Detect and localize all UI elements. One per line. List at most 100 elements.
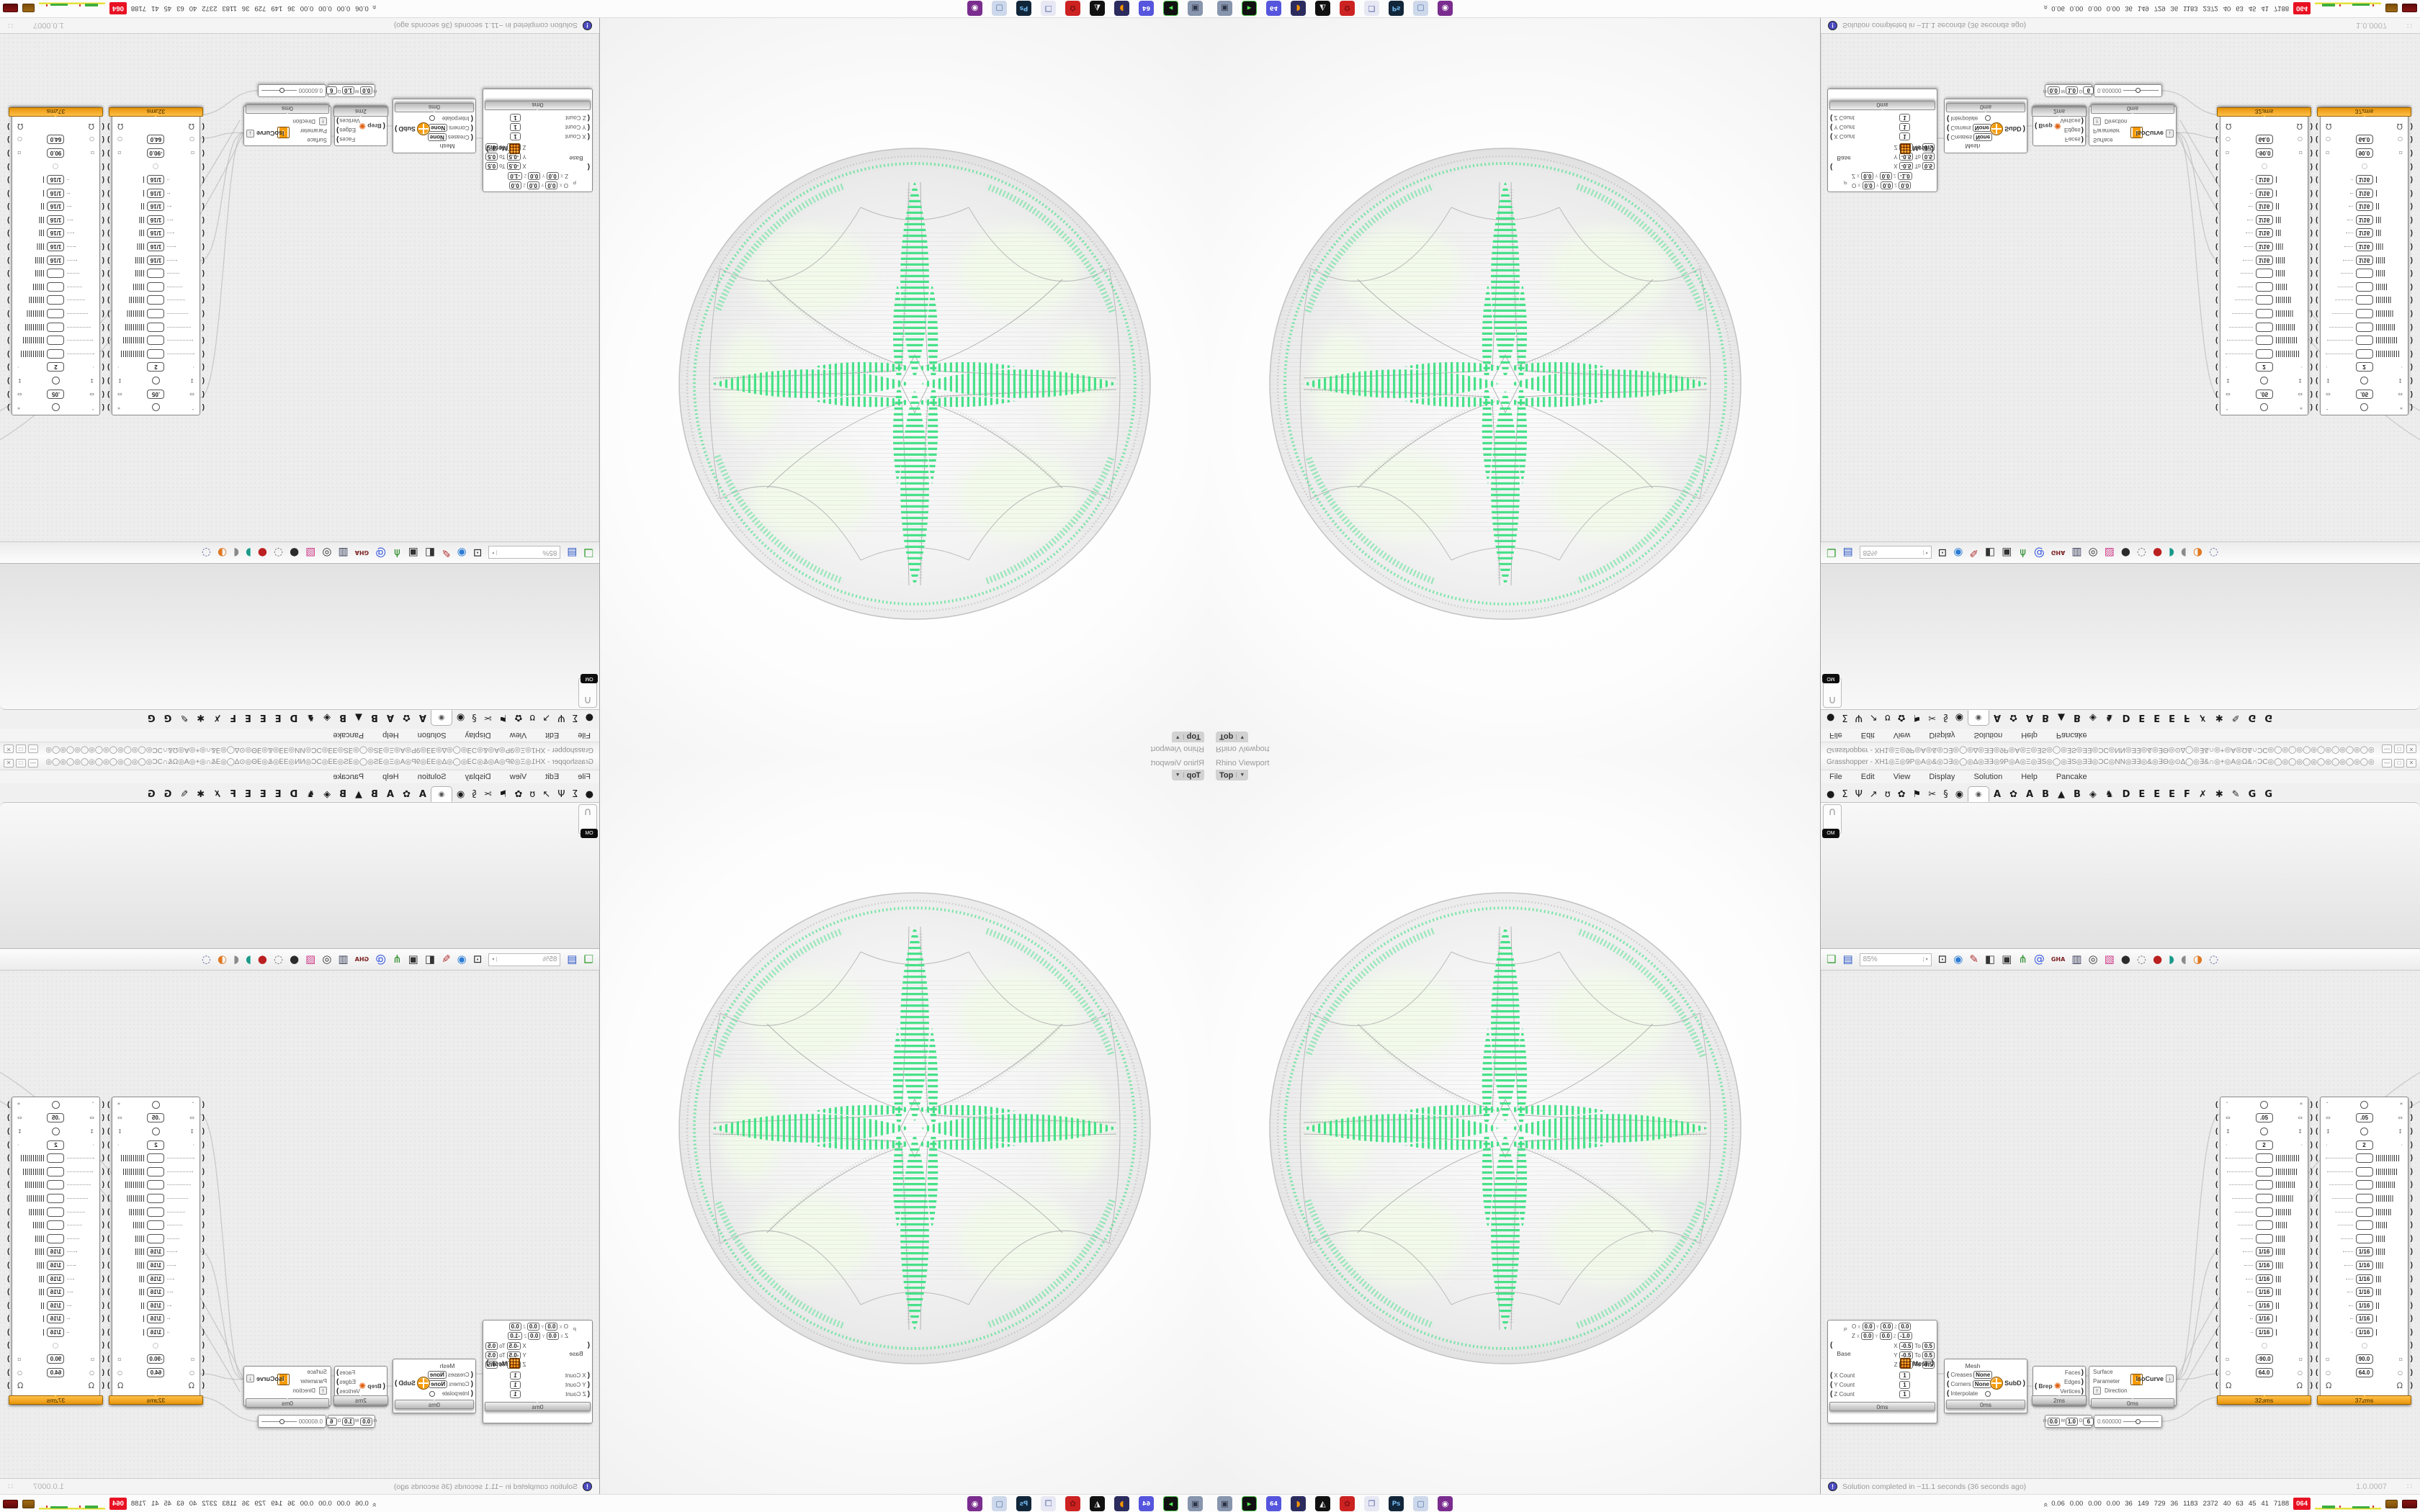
input-grip[interactable]: ( xyxy=(202,269,205,278)
plane-cell[interactable]: Y 0.0 xyxy=(1876,181,1894,189)
row-value[interactable] xyxy=(2260,377,2268,385)
settings-row[interactable]: ( ) xyxy=(2316,1205,2413,1219)
input-grip[interactable]: ( xyxy=(202,1194,205,1202)
output-grip[interactable]: ) xyxy=(107,1248,110,1256)
maximize-button[interactable]: □ xyxy=(2394,759,2404,768)
row-value[interactable]: 1/16 xyxy=(47,1247,65,1257)
plugin-tab[interactable]: ✎ xyxy=(180,789,189,800)
output-grip[interactable]: ) xyxy=(2310,176,2313,184)
output-grip[interactable]: ) xyxy=(2310,1221,2313,1230)
axis-value[interactable]: 0.0 xyxy=(546,172,559,180)
output-grip[interactable]: ) xyxy=(2410,296,2413,305)
output-grip[interactable]: ) xyxy=(107,1261,110,1269)
row-value[interactable]: 1/16 xyxy=(2355,202,2373,212)
input-grip[interactable]: ( xyxy=(2316,229,2318,238)
output-grip[interactable]: ) xyxy=(2410,269,2413,278)
settings-row[interactable]: ( ↕ ↕ ) xyxy=(2316,374,2413,387)
plane-cell[interactable]: X 0.0 xyxy=(1857,181,1875,189)
settings-row[interactable]: ( ˆ * ) xyxy=(2215,1098,2313,1112)
range-value[interactable]: 1.0 xyxy=(2065,86,2078,95)
output-grip[interactable]: ) xyxy=(7,202,10,211)
settings-row[interactable]: ( 1/16 ) xyxy=(2215,1272,2313,1286)
input-grip[interactable]: ( xyxy=(2316,1181,2318,1189)
settings-row[interactable]: ( ↕ ↕ ) xyxy=(2316,1125,2413,1138)
menu-item[interactable]: Solution xyxy=(1973,731,2003,739)
input-grip[interactable]: ( xyxy=(2316,403,2318,412)
input-grip[interactable]: ( xyxy=(382,1382,385,1390)
settings-row[interactable]: ( ) xyxy=(107,333,205,347)
settings-row[interactable]: ( ) xyxy=(7,294,104,307)
deconstruct-brep-component[interactable]: ( Brep ✺ Faces ) Edges ) xyxy=(2032,106,2087,146)
settings-row[interactable]: ( ˆ * ) xyxy=(107,400,205,414)
toolbar-icon[interactable]: @ xyxy=(375,546,387,559)
settings-row[interactable]: ( 1/16 ) xyxy=(2215,1313,2313,1326)
settings-row[interactable]: ( ) xyxy=(7,307,104,320)
axis-value[interactable]: 0.0 xyxy=(1862,181,1875,189)
output-grip[interactable]: ) xyxy=(7,122,10,130)
input-grip[interactable]: ( xyxy=(2215,1194,2218,1202)
input-grip[interactable]: ( xyxy=(2316,202,2318,211)
input-grip[interactable]: ( xyxy=(2316,349,2318,358)
input-grip[interactable]: ( xyxy=(2316,1301,2318,1310)
input-grip[interactable]: ( xyxy=(102,1315,104,1323)
output-grip[interactable]: ) xyxy=(2310,363,2313,372)
row-value[interactable]: 2 xyxy=(147,362,165,372)
row-value[interactable]: 1/16 xyxy=(147,202,165,212)
taskbar-app-icon[interactable]: ◭ xyxy=(1090,1,1105,16)
plugin-tab[interactable]: G xyxy=(148,789,156,800)
row-value[interactable]: 1/16 xyxy=(47,175,65,185)
input-grip[interactable]: ( xyxy=(2316,148,2318,157)
row-value[interactable]: .05 xyxy=(47,389,65,399)
toolbar-icon[interactable]: ● xyxy=(2152,546,2163,559)
tall-settings-component-1[interactable]: ( ˆ * ) ( ⇔ .05 xyxy=(107,1097,205,1405)
category-tab-icon[interactable]: ✂ xyxy=(483,789,492,800)
plane-cell[interactable]: Z -1.0 xyxy=(508,1332,526,1340)
subd-row-value[interactable]: None xyxy=(429,124,448,132)
output-grip[interactable]: ) xyxy=(2410,1140,2413,1149)
taskbar-app-icon[interactable]: Ps xyxy=(1389,1496,1404,1511)
toolbar-icon[interactable]: ◉ xyxy=(457,546,467,559)
domain-range-component[interactable]: m 0.0 M 1.0 D 6 xyxy=(326,1415,377,1428)
plane-cell[interactable]: Y 0.0 xyxy=(528,1332,545,1340)
toolbar-icon[interactable]: ◌ xyxy=(2136,546,2146,559)
brep-output-row[interactable]: Edges ) xyxy=(336,1377,361,1387)
row-value[interactable]: 1/16 xyxy=(147,175,165,185)
row-value[interactable] xyxy=(147,1207,165,1217)
row-value[interactable]: 1/16 xyxy=(47,1327,65,1337)
settings-row[interactable]: ( 1/16 ) xyxy=(2215,200,2313,214)
category-tab-icon[interactable]: ✿ xyxy=(514,789,523,800)
output-grip[interactable]: ) xyxy=(107,1167,110,1176)
output-grip[interactable]: ) xyxy=(7,377,10,385)
output-grip[interactable]: ) xyxy=(107,323,110,331)
plugin-tab[interactable]: E xyxy=(259,789,266,800)
row-value[interactable]: 1/16 xyxy=(147,228,165,238)
input-grip[interactable]: ( xyxy=(102,1140,104,1149)
row-value[interactable] xyxy=(147,1180,165,1190)
settings-row[interactable]: ( ⇔ .05 ⇔ ) xyxy=(2215,387,2313,401)
settings-row[interactable]: ( ) xyxy=(7,333,104,347)
row-value[interactable] xyxy=(152,403,160,412)
toolbar-icon[interactable]: ▥ xyxy=(2071,546,2082,559)
settings-row[interactable]: ( Ω Ω ) xyxy=(2215,120,2313,133)
toolbar-icon[interactable]: ❏ xyxy=(1827,546,1837,559)
output-grip[interactable]: ) xyxy=(7,1207,10,1216)
tall-settings-component-1[interactable]: ( ˆ * ) ( ⇔ .05 xyxy=(2215,107,2313,415)
row-value[interactable] xyxy=(2361,163,2367,170)
output-grip[interactable]: ) xyxy=(2410,1355,2413,1364)
count-value[interactable]: 1 xyxy=(510,123,521,131)
input-grip[interactable]: ( xyxy=(2316,323,2318,331)
plane-cell[interactable]: Y 0.0 xyxy=(526,1323,544,1331)
menu-item[interactable]: Solution xyxy=(417,731,447,739)
input-grip[interactable]: ( xyxy=(2316,390,2318,398)
settings-row[interactable]: ( 1/16 ) xyxy=(2215,186,2313,200)
toolbar-icon[interactable]: ❏ xyxy=(583,953,593,966)
output-grip[interactable]: ) xyxy=(2310,1382,2313,1390)
input-grip[interactable]: ( xyxy=(202,403,205,412)
category-tab-icon[interactable]: ⚑ xyxy=(498,712,508,723)
plane-cell[interactable]: X 0.0 xyxy=(545,1323,563,1331)
row-value[interactable] xyxy=(152,1100,160,1109)
category-tab-icon[interactable]: ↗ xyxy=(542,712,551,723)
output-grip[interactable]: ) xyxy=(7,1328,10,1336)
input-grip[interactable]: ( xyxy=(2316,1261,2318,1269)
row-value[interactable] xyxy=(147,1193,165,1203)
